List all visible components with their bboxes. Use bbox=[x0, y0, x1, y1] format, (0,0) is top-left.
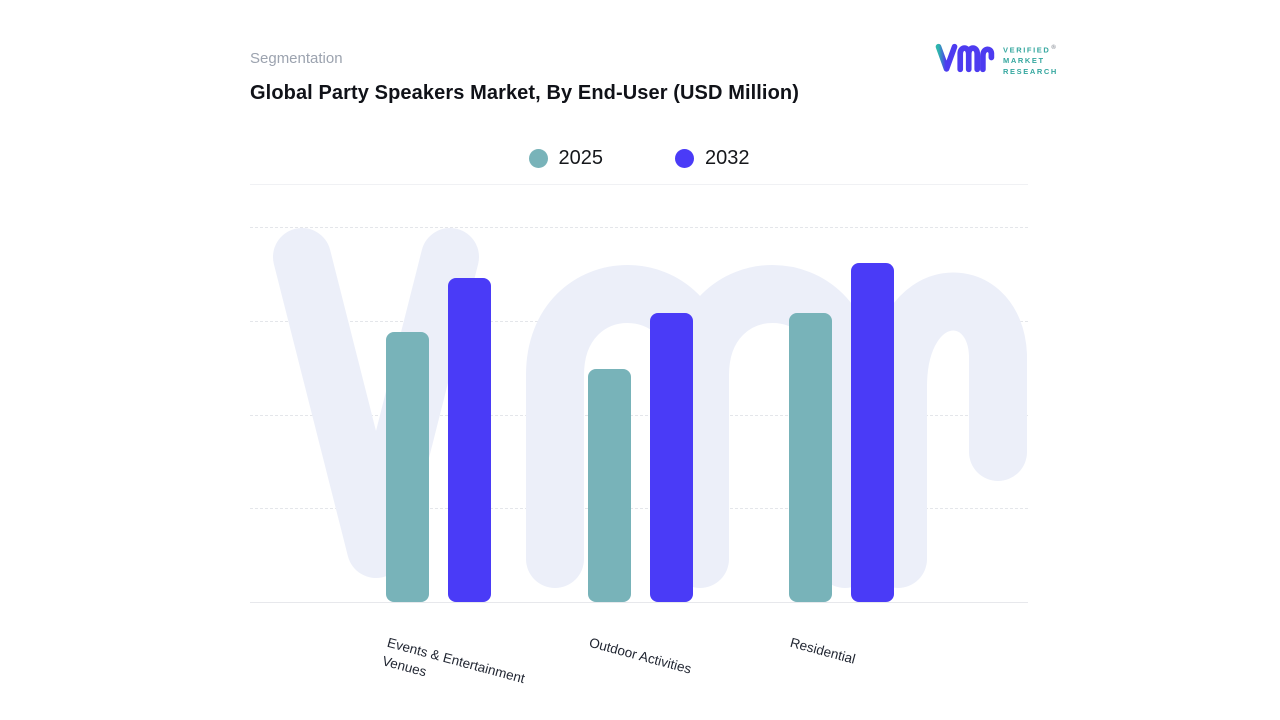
vmr-monogram-icon bbox=[935, 43, 995, 73]
segmentation-label: Segmentation bbox=[250, 50, 343, 67]
registered-trademark: ® bbox=[1051, 45, 1056, 51]
gridline bbox=[250, 508, 1028, 509]
legend-label-2032: 2032 bbox=[705, 147, 750, 169]
plot-area bbox=[250, 227, 1028, 603]
legend-swatch-2025 bbox=[528, 149, 548, 168]
vmr-watermark-icon bbox=[273, 228, 1027, 588]
bar-2025-category-2 bbox=[587, 369, 631, 602]
legend-label-2025: 2025 bbox=[558, 147, 604, 169]
bar-2032-category-2 bbox=[649, 313, 693, 602]
x-axis-label: Residential bbox=[788, 634, 858, 667]
bar-2032-category-1 bbox=[447, 278, 491, 602]
gridline bbox=[250, 415, 1028, 416]
legend-swatch-2032 bbox=[675, 149, 694, 168]
vmr-logo: VERIFIED® MARKET RESEARCH bbox=[933, 41, 1058, 77]
logo-line-verified: VERIFIED bbox=[1003, 45, 1051, 55]
logo-wordmark: VERIFIED® MARKET RESEARCH bbox=[1003, 41, 1058, 77]
legend-divider bbox=[250, 184, 1028, 185]
bar-2025-category-3 bbox=[788, 313, 832, 602]
logo-line-market: MARKET bbox=[1003, 56, 1045, 65]
x-axis-label: Events & Entertainment Venues bbox=[380, 634, 527, 687]
x-axis-label: Outdoor Activities bbox=[587, 634, 693, 677]
legend-item-2032[interactable]: 2032 bbox=[675, 147, 750, 170]
chart-title: Global Party Speakers Market, By End-Use… bbox=[250, 82, 799, 104]
bar-2032-category-3 bbox=[850, 263, 894, 602]
legend: 2025 2032 bbox=[250, 147, 1028, 170]
bar-2025-category-1 bbox=[385, 332, 429, 602]
logo-line-research: RESEARCH bbox=[1003, 66, 1058, 76]
gridline bbox=[250, 227, 1028, 228]
legend-item-2025[interactable]: 2025 bbox=[528, 147, 604, 170]
